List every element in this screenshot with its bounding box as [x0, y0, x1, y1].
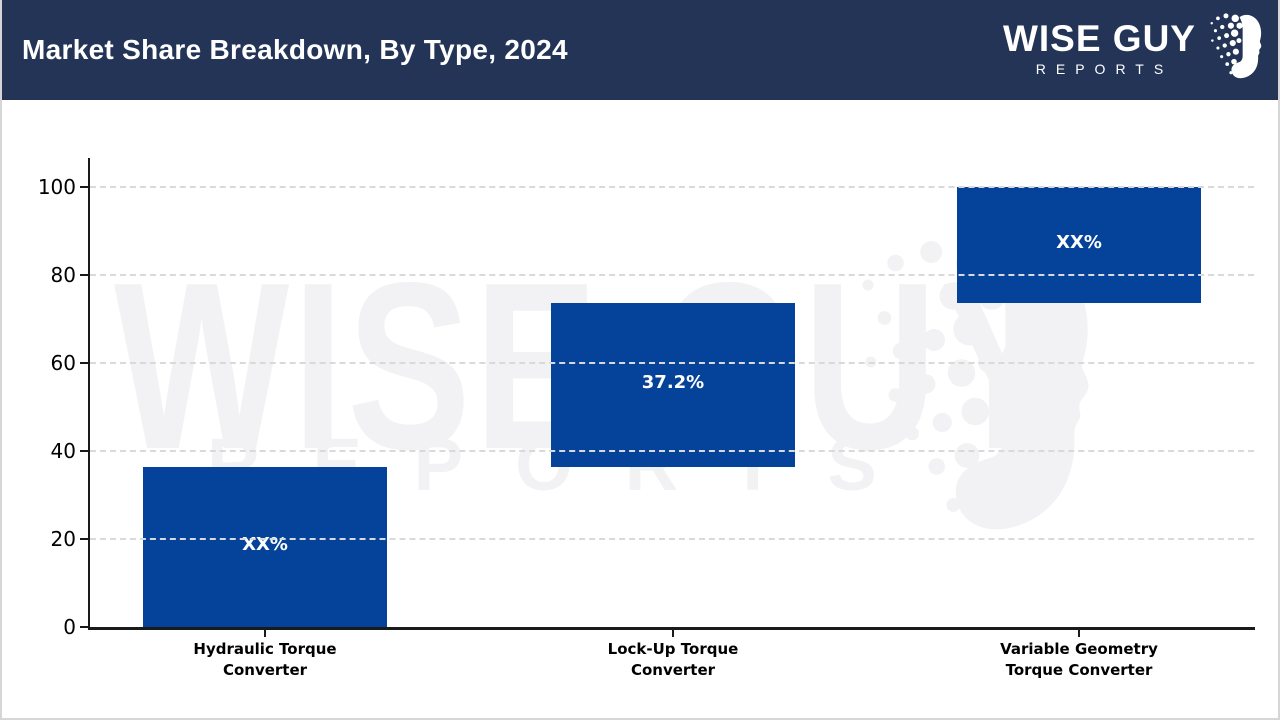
y-tick-60 — [80, 362, 88, 364]
header-bar: Market Share Breakdown, By Type, 2024 WI… — [2, 0, 1278, 100]
bar-value-label-variable-geometry-torque-converter: XX% — [1056, 232, 1102, 254]
logo-subtitle: REPORTS — [1035, 60, 1174, 77]
gridline-y-20 — [90, 538, 1254, 540]
logo-wordmark: WISE GUY — [1002, 17, 1196, 59]
y-tick-0 — [80, 626, 88, 628]
x-category-label-line: Lock-Up Torque — [607, 640, 739, 658]
y-tick-80 — [80, 274, 88, 276]
logo-text: WISE GUY REPORTS — [1002, 17, 1196, 78]
gridline-y-100 — [90, 186, 1254, 188]
wiseguy-face-icon — [1200, 10, 1268, 86]
wiseguy-reports-logo: WISE GUY REPORTS — [1003, 10, 1268, 86]
y-tick-label-0: 0 — [63, 615, 76, 639]
bar-hydraulic-torque-converter: XX% — [143, 466, 387, 627]
y-tick-label-100: 100 — [37, 175, 76, 199]
bar-lock-up-torque-converter: 37.2% — [551, 303, 795, 467]
x-category-label-line: Converter — [630, 661, 716, 679]
x-axis-line — [88, 627, 1255, 630]
y-tick-label-60: 60 — [50, 351, 76, 375]
gridline-y-60 — [90, 362, 1254, 364]
y-tick-20 — [80, 538, 88, 540]
y-tick-label-80: 80 — [50, 263, 76, 287]
x-category-label-line: Torque Converter — [1005, 661, 1153, 679]
y-tick-label-40: 40 — [50, 439, 76, 463]
y-axis-line — [88, 158, 90, 628]
gridline-y-80 — [90, 274, 1254, 276]
y-tick-100 — [80, 186, 88, 188]
bar-variable-geometry-torque-converter: XX% — [957, 187, 1201, 304]
x-tick-hydraulic-torque-converter — [264, 630, 266, 637]
x-tick-variable-geometry-torque-converter — [1078, 630, 1080, 637]
x-category-label-variable-geometry-torque-converter: Variable Geometry Torque Converter — [919, 639, 1239, 681]
bar-value-label-lock-up-torque-converter: 37.2% — [641, 371, 705, 393]
x-category-label-line: Hydraulic Torque — [193, 640, 337, 658]
chart-title: Market Share Breakdown, By Type, 2024 — [22, 34, 568, 65]
x-category-label-line: Variable Geometry — [1000, 640, 1158, 658]
x-category-label-hydraulic-torque-converter: Hydraulic Torque Converter — [105, 639, 425, 681]
gridline-y-40 — [90, 450, 1254, 452]
y-tick-label-20: 20 — [50, 527, 76, 551]
x-category-label-line: Converter — [222, 661, 308, 679]
x-tick-lock-up-torque-converter — [672, 630, 674, 637]
x-category-label-lock-up-torque-converter: Lock-Up Torque Converter — [513, 639, 833, 681]
y-tick-40 — [80, 450, 88, 452]
